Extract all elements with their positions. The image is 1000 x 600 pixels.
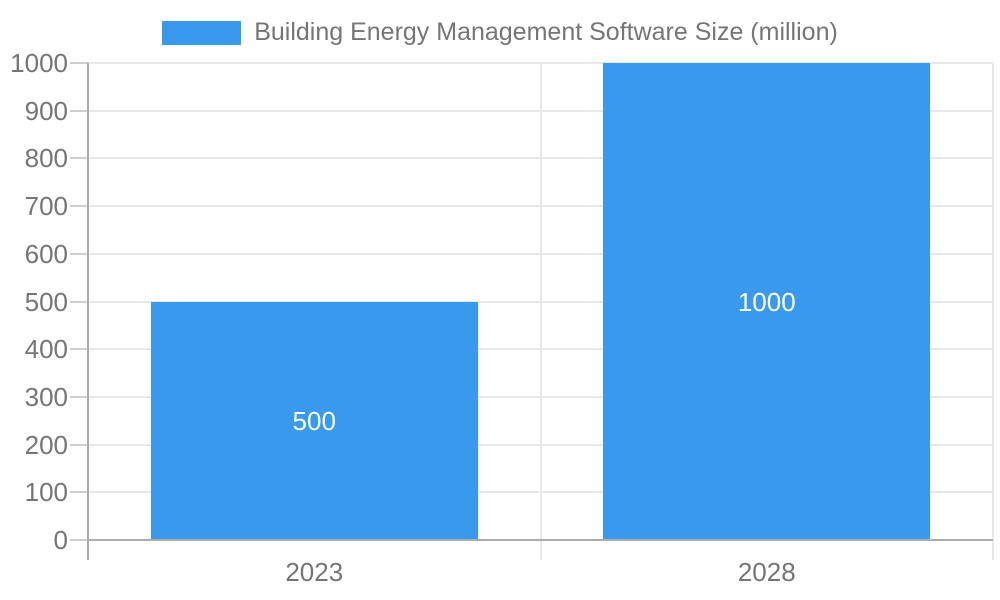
y-axis-label-700: 700 bbox=[24, 191, 68, 222]
y-axis-label-800: 800 bbox=[24, 143, 68, 174]
gridline-x-1 bbox=[539, 63, 542, 560]
gridline-x-2 bbox=[992, 63, 994, 560]
y-axis-line bbox=[87, 63, 89, 560]
legend-item[interactable]: Building Energy Management Software Size… bbox=[162, 18, 838, 47]
y-tick-200 bbox=[70, 443, 88, 446]
bar-2023[interactable]: 500 bbox=[150, 301, 478, 540]
y-axis-label-100: 100 bbox=[24, 477, 68, 508]
chart-legend: Building Energy Management Software Size… bbox=[0, 18, 1000, 47]
y-tick-800 bbox=[70, 157, 88, 160]
y-axis-label-0: 0 bbox=[53, 525, 68, 555]
x-axis-label-2023: 2023 bbox=[285, 557, 344, 587]
y-axis-label-300: 300 bbox=[24, 381, 68, 412]
y-tick-300 bbox=[70, 395, 88, 398]
y-tick-0 bbox=[70, 539, 88, 541]
y-axis-label-900: 900 bbox=[24, 95, 68, 126]
y-tick-100 bbox=[70, 491, 88, 494]
bar-value-label-2028: 1000 bbox=[737, 286, 796, 317]
bar-value-label-2023: 500 bbox=[292, 405, 336, 436]
bar-2028[interactable]: 1000 bbox=[603, 63, 931, 540]
y-tick-400 bbox=[70, 348, 88, 351]
y-axis-label-600: 600 bbox=[24, 238, 68, 269]
y-tick-900 bbox=[70, 109, 88, 112]
legend-swatch-icon bbox=[162, 20, 242, 45]
y-axis-label-500: 500 bbox=[24, 286, 68, 317]
x-axis-line bbox=[88, 539, 993, 541]
legend-label: Building Energy Management Software Size… bbox=[254, 18, 838, 46]
y-tick-700 bbox=[70, 205, 88, 208]
y-axis-label-1000: 1000 bbox=[10, 48, 68, 78]
y-tick-600 bbox=[70, 252, 88, 255]
y-axis-label-400: 400 bbox=[24, 334, 68, 365]
x-axis-label-2028: 2028 bbox=[737, 557, 796, 587]
y-tick-1000 bbox=[70, 62, 88, 64]
y-axis-label-200: 200 bbox=[24, 429, 68, 460]
plot-area: 500 1000 bbox=[70, 62, 994, 560]
y-tick-500 bbox=[70, 300, 88, 303]
